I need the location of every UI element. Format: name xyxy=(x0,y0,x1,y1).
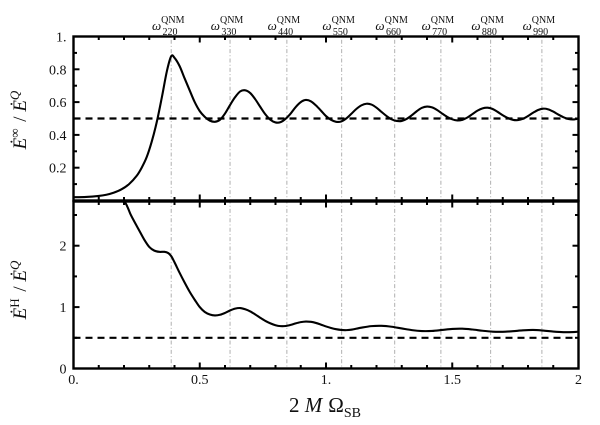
xtick-label-4: 2 xyxy=(575,373,582,388)
qnm-label-660: ωQNM 660 xyxy=(375,15,408,38)
bottom-panel-frame xyxy=(72,200,580,370)
qnm-label-330: ωQNM 330 xyxy=(211,15,244,38)
qnm-label-550: ωQNM 550 xyxy=(322,15,355,38)
xtick-label-0: 0. xyxy=(68,373,79,388)
data-curve-Edot_inf_over_EdotQ xyxy=(73,54,579,199)
x-axis-label: 2 M ΩSB xyxy=(289,393,361,421)
svg-text:Ė∞ / ĖQ: Ė∞ / ĖQ xyxy=(7,90,31,150)
qnm-label-440: ωQNM 440 xyxy=(268,15,301,38)
ytick-label-bot-2: 2 xyxy=(60,240,67,255)
axis-tick-labels: 0. 0.5 1. 1.5 2 0.2 0.4 0.6 0.8 1. 0 1 2 xyxy=(49,31,582,389)
ytick-label-top-0: 0.2 xyxy=(49,162,67,177)
svg-text:ĖH / ĖQ: ĖH / ĖQ xyxy=(7,260,31,320)
ytick-label-top-4: 1. xyxy=(56,31,67,46)
qnm-label-880: ωQNM 880 xyxy=(471,15,504,38)
xtick-label-2: 1. xyxy=(321,373,332,388)
ytick-label-top-2: 0.6 xyxy=(49,96,67,111)
data-curve-Edot_H_over_EdotQ xyxy=(121,201,579,334)
ytick-label-top-1: 0.4 xyxy=(49,129,67,144)
qnm-label-770: ωQNM 770 xyxy=(422,15,455,38)
axis-ticks xyxy=(72,35,580,370)
bottom-panel xyxy=(73,201,579,339)
ytick-label-bot-1: 1 xyxy=(60,301,67,316)
axis-labels: Ė∞ / ĖQ ĖH / ĖQ 2 M ΩSB xyxy=(7,90,361,421)
ytick-label-top-3: 0.8 xyxy=(49,63,67,78)
xtick-label-1: 0.5 xyxy=(191,373,209,388)
bottom-y-axis-label: ĖH / ĖQ xyxy=(7,260,31,320)
qnm-labels: ωQNM 220 ωQNM 330 ωQNM 440 ωQNM 550 ωQNM 660 ωQNM 7… xyxy=(152,15,555,38)
qnm-label-220: ωQNM 220 xyxy=(152,15,185,38)
xtick-label-3: 1.5 xyxy=(444,373,462,388)
qnm-label-990: ωQNM 990 xyxy=(523,15,556,38)
top-y-axis-label: Ė∞ / ĖQ xyxy=(7,90,31,150)
top-panel xyxy=(73,54,579,199)
ytick-label-bot-0: 0 xyxy=(60,363,67,378)
